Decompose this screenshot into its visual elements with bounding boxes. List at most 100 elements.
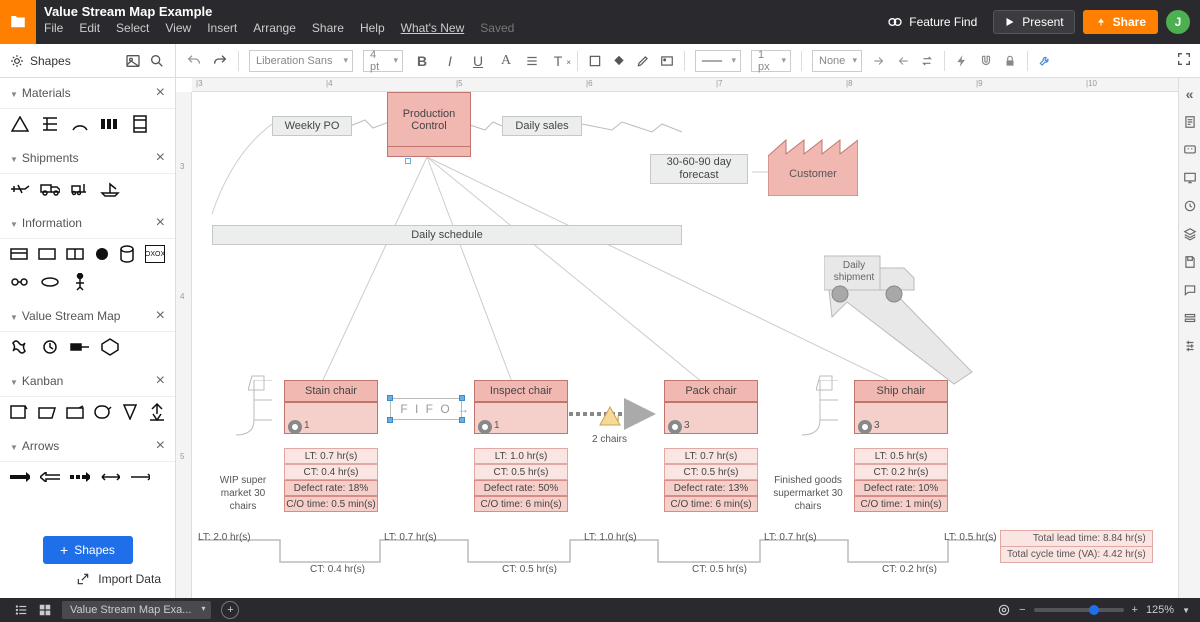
swap-icon[interactable] bbox=[920, 54, 934, 68]
shape-arc[interactable] bbox=[70, 115, 90, 133]
menu-edit[interactable]: Edit bbox=[79, 21, 100, 35]
fontsize-select[interactable]: 4 pt bbox=[363, 50, 403, 72]
status-bar: Value Stream Map Exa... + − + 125% ▼ bbox=[0, 598, 1200, 622]
arrow-start-icon[interactable] bbox=[872, 54, 886, 68]
page-icon[interactable] bbox=[1182, 114, 1198, 130]
pen-icon[interactable] bbox=[636, 54, 650, 68]
menu-whatsnew[interactable]: What's New bbox=[401, 21, 465, 35]
shape-stripes[interactable] bbox=[100, 115, 120, 133]
arrow-end-icon[interactable] bbox=[896, 54, 910, 68]
line-width-select[interactable]: 1 px bbox=[751, 50, 791, 72]
present-button[interactable]: Present bbox=[993, 10, 1074, 34]
feature-find-label: Feature Find bbox=[909, 15, 977, 29]
shape-rect[interactable] bbox=[130, 115, 150, 133]
action-icon[interactable] bbox=[955, 54, 969, 68]
list-view-icon[interactable] bbox=[14, 603, 28, 617]
target-icon[interactable] bbox=[997, 603, 1011, 617]
shape-bars[interactable] bbox=[40, 115, 60, 133]
menu-help[interactable]: Help bbox=[360, 21, 385, 35]
zoom-slider[interactable] bbox=[1034, 608, 1124, 612]
node-daily-schedule[interactable]: Daily schedule bbox=[212, 225, 682, 245]
search-icon[interactable] bbox=[149, 53, 165, 69]
fill-select[interactable]: None bbox=[812, 50, 862, 72]
page-select[interactable]: Value Stream Map Exa... bbox=[62, 601, 211, 619]
feature-find[interactable]: Feature Find bbox=[879, 10, 985, 34]
proc-inspect[interactable]: Inspect chair bbox=[474, 380, 568, 402]
shape-truck[interactable] bbox=[40, 180, 60, 198]
share-button[interactable]: Share bbox=[1083, 10, 1158, 34]
shapes-button[interactable]: +Shapes bbox=[43, 536, 133, 564]
node-customer[interactable]: Customer bbox=[768, 132, 858, 201]
chat-icon[interactable] bbox=[1182, 282, 1198, 298]
textcolor-button[interactable]: A bbox=[497, 53, 515, 69]
menu-view[interactable]: View bbox=[165, 21, 191, 35]
fifo-lane[interactable]: F I F O → bbox=[390, 398, 462, 420]
bucket-icon[interactable] bbox=[612, 54, 626, 68]
shape-triangle[interactable] bbox=[10, 115, 30, 133]
sb-arrows[interactable]: ▼Arrows× bbox=[0, 431, 175, 462]
image2-icon[interactable] bbox=[660, 54, 674, 68]
lock-icon[interactable] bbox=[1003, 54, 1017, 68]
avatar[interactable]: J bbox=[1166, 10, 1190, 34]
save-rail-icon[interactable] bbox=[1182, 254, 1198, 270]
comment-icon[interactable] bbox=[1182, 142, 1198, 158]
close-icon[interactable]: × bbox=[156, 84, 165, 102]
node-forecast[interactable]: 30-60-90 day forecast bbox=[650, 154, 748, 184]
fill-icon[interactable] bbox=[588, 54, 602, 68]
layers-icon[interactable] bbox=[1182, 226, 1198, 242]
menu-arrange[interactable]: Arrange bbox=[253, 21, 296, 35]
sb-shipments[interactable]: ▼Shipments× bbox=[0, 143, 175, 174]
zoom-in[interactable]: + bbox=[1132, 604, 1138, 616]
present-rail-icon[interactable] bbox=[1182, 170, 1198, 186]
node-production-control[interactable]: Production Control bbox=[387, 92, 471, 147]
data-icon[interactable] bbox=[1182, 310, 1198, 326]
doc-title[interactable]: Value Stream Map Example bbox=[44, 0, 879, 19]
proc-pack[interactable]: Pack chair bbox=[664, 380, 758, 402]
sb-vsm[interactable]: ▼Value Stream Map× bbox=[0, 301, 175, 332]
canvas-area[interactable]: |3 |4 |5 |6 |7 |8 |9 |10 3 4 5 bbox=[176, 78, 1200, 598]
history-icon[interactable] bbox=[1182, 198, 1198, 214]
menu-file[interactable]: File bbox=[44, 21, 63, 35]
redo-icon[interactable] bbox=[212, 53, 228, 69]
collapse-rail-icon[interactable]: « bbox=[1182, 86, 1198, 102]
grid-view-icon[interactable] bbox=[38, 603, 52, 617]
zoom-out[interactable]: − bbox=[1019, 604, 1025, 616]
settings-rail-icon[interactable] bbox=[1182, 338, 1198, 354]
proc-ship[interactable]: Ship chair bbox=[854, 380, 948, 402]
sb-materials[interactable]: ▼Materials× bbox=[0, 78, 175, 109]
wip-supermarket: WIP super market 30 chairs bbox=[208, 474, 278, 513]
fullscreen-icon[interactable] bbox=[1176, 51, 1192, 70]
menu-select[interactable]: Select bbox=[116, 21, 149, 35]
totals-box[interactable]: Total lead time: 8.84 hr(s) Total cycle … bbox=[1000, 530, 1153, 562]
add-page-button[interactable]: + bbox=[221, 601, 239, 619]
undo-icon[interactable] bbox=[186, 53, 202, 69]
shape-forklift[interactable] bbox=[70, 180, 90, 198]
underline-button[interactable]: U bbox=[469, 53, 487, 69]
node-truck[interactable]: Daily shipment bbox=[824, 252, 924, 311]
proc-stain[interactable]: Stain chair bbox=[284, 380, 378, 402]
finished-supermarket: Finished goods supermarket 30 chairs bbox=[768, 474, 848, 513]
shapes-panel-toggle[interactable]: Shapes bbox=[10, 54, 71, 68]
menu-insert[interactable]: Insert bbox=[207, 21, 237, 35]
wrench-icon[interactable] bbox=[1038, 54, 1052, 68]
menubar: File Edit Select View Insert Arrange Sha… bbox=[44, 19, 879, 35]
import-data[interactable]: Import Data bbox=[10, 572, 165, 586]
node-weekly-po[interactable]: Weekly PO bbox=[272, 116, 352, 136]
shape-plane[interactable] bbox=[10, 180, 30, 198]
image-icon[interactable] bbox=[125, 53, 141, 69]
app-logo[interactable] bbox=[0, 0, 36, 44]
node-daily-sales[interactable]: Daily sales bbox=[502, 116, 582, 136]
sb-information[interactable]: ▼Information× bbox=[0, 208, 175, 239]
menu-share[interactable]: Share bbox=[312, 21, 344, 35]
magnet-icon[interactable] bbox=[979, 54, 993, 68]
zoom-value[interactable]: 125% bbox=[1146, 604, 1174, 616]
bold-button[interactable]: B bbox=[413, 53, 431, 69]
shape-boat[interactable] bbox=[100, 180, 120, 198]
sb-kanban[interactable]: ▼Kanban× bbox=[0, 366, 175, 397]
saved-indicator: Saved bbox=[480, 21, 514, 35]
clearfmt-button[interactable]: T× bbox=[549, 53, 567, 69]
italic-button[interactable]: I bbox=[441, 53, 459, 69]
font-select[interactable]: Liberation Sans bbox=[249, 50, 353, 72]
align-icon[interactable] bbox=[525, 54, 539, 68]
line-style-select[interactable] bbox=[695, 50, 741, 72]
